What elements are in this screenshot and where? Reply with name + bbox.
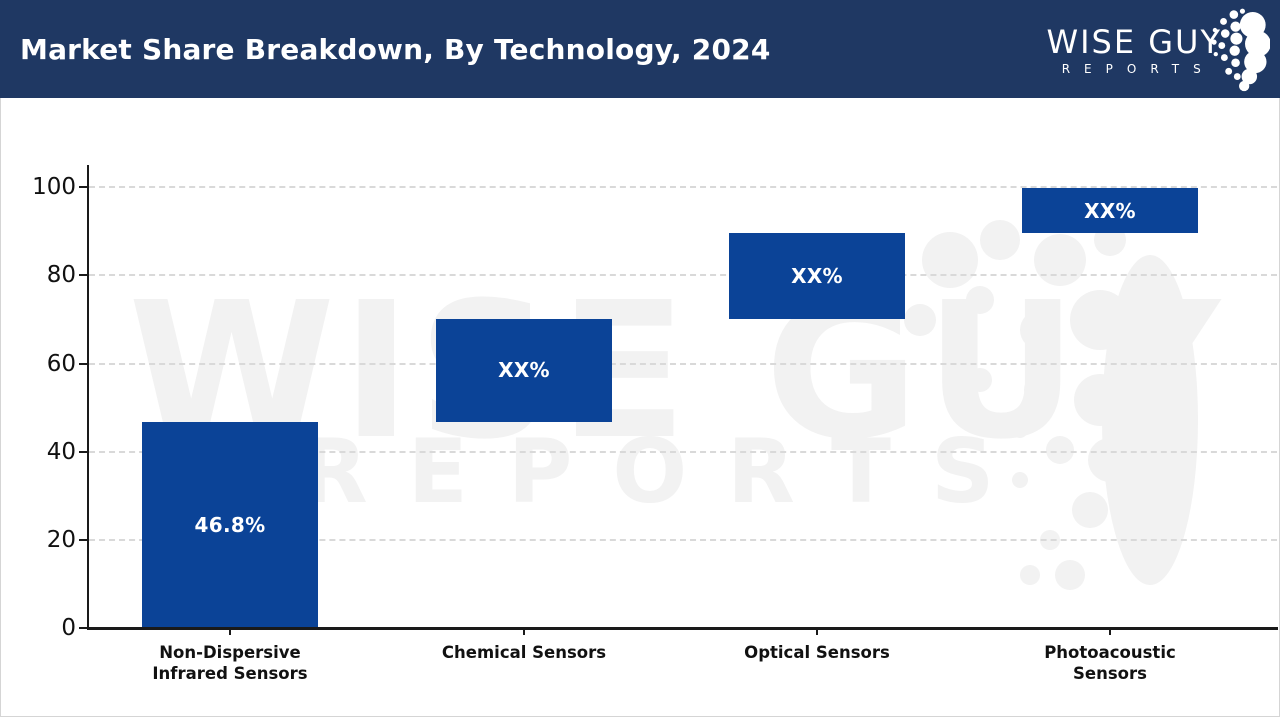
y-axis-spine <box>87 165 89 629</box>
watermark-subtitle: REPORTS <box>300 420 1035 523</box>
gridline <box>89 362 1277 365</box>
y-tick-mark <box>79 538 88 541</box>
logo-wordmark: WISE GUY <box>1046 22 1222 61</box>
x-category-label: Chemical Sensors <box>441 643 607 662</box>
gridline <box>89 274 1277 277</box>
bar-segment: 46.8% <box>142 421 318 628</box>
frame-border-left <box>0 98 1 717</box>
y-tick-label: 60 <box>46 350 76 377</box>
wiseguy-logo: WISE GUY REPORTS <box>1046 6 1270 92</box>
y-tick-label: 0 <box>61 615 76 641</box>
y-tick-mark <box>79 450 88 453</box>
x-tick-mark <box>1109 628 1111 635</box>
frame-border-bottom <box>0 716 1280 717</box>
bar-value-label: XX% <box>1084 198 1136 223</box>
bar-value-label: XX% <box>498 358 550 383</box>
bar-value-label: 46.8% <box>194 512 266 537</box>
x-category-label: Optical Sensors <box>744 643 890 662</box>
y-tick-mark <box>79 186 88 189</box>
x-category-label: Photoacoustic Sensors <box>1044 643 1176 683</box>
y-tick-mark <box>79 274 88 277</box>
x-tick-mark <box>523 628 525 635</box>
bar-segment: XX% <box>1022 188 1198 234</box>
x-category-label: Non-Dispersive Infrared Sensors <box>152 643 308 683</box>
y-tick-mark <box>79 362 88 365</box>
chart-title: Market Share Breakdown, By Technology, 2… <box>20 32 771 66</box>
x-tick-mark <box>229 628 231 635</box>
watermark-face <box>904 220 1198 590</box>
y-tick-mark <box>79 627 88 629</box>
bar-segment: XX% <box>436 318 612 422</box>
x-tick-mark <box>816 628 818 635</box>
gridline <box>89 538 1277 541</box>
gridline <box>89 186 1277 189</box>
y-tick-label: 40 <box>46 438 76 465</box>
header-bar: Market Share Breakdown, By Technology, 2… <box>0 0 1280 98</box>
logo-text: WISE GUY REPORTS <box>1046 23 1222 76</box>
bar-value-label: XX% <box>791 263 843 288</box>
y-tick-label: 100 <box>32 174 76 201</box>
x-axis-line <box>87 627 1278 630</box>
bar-segment: XX% <box>729 233 905 319</box>
y-tick-label: 20 <box>46 526 76 553</box>
logo-subtitle: REPORTS <box>1061 61 1215 76</box>
gridline <box>89 450 1277 453</box>
y-tick-label: 80 <box>46 262 76 289</box>
logo-face-icon <box>1211 8 1270 92</box>
